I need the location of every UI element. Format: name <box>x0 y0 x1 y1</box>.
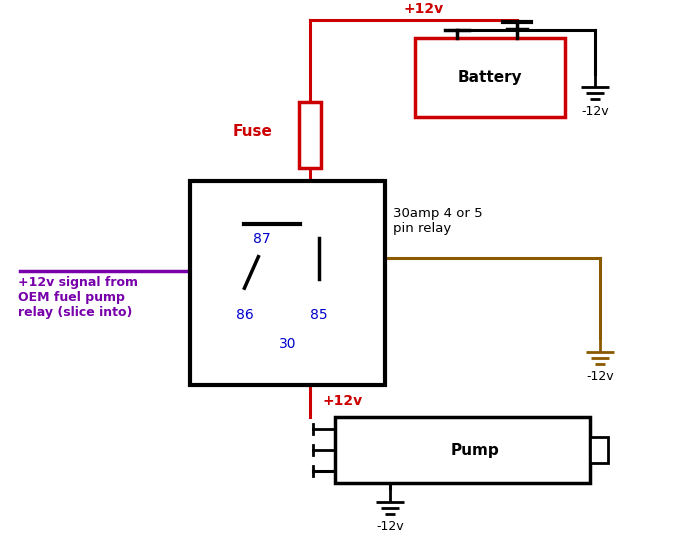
Text: 86: 86 <box>236 309 253 323</box>
Bar <box>590 437 608 463</box>
Bar <box>299 102 321 168</box>
Text: -12v: -12v <box>376 520 404 533</box>
Text: 30: 30 <box>279 337 296 351</box>
Bar <box>415 38 565 117</box>
Text: -12v: -12v <box>581 105 609 118</box>
Text: Battery: Battery <box>458 70 522 85</box>
Text: +12v signal from
OEM fuel pump
relay (slice into): +12v signal from OEM fuel pump relay (sl… <box>18 276 138 319</box>
Text: +12v: +12v <box>403 2 444 16</box>
Bar <box>190 181 385 385</box>
Text: +12v: +12v <box>322 394 362 408</box>
Text: 85: 85 <box>310 309 328 323</box>
Bar <box>335 417 590 483</box>
Text: 30amp 4 or 5
pin relay: 30amp 4 or 5 pin relay <box>393 207 482 235</box>
Text: Fuse: Fuse <box>232 124 272 139</box>
Text: -12v: -12v <box>586 370 614 383</box>
Text: Pump: Pump <box>451 443 500 458</box>
Text: 87: 87 <box>253 231 271 245</box>
